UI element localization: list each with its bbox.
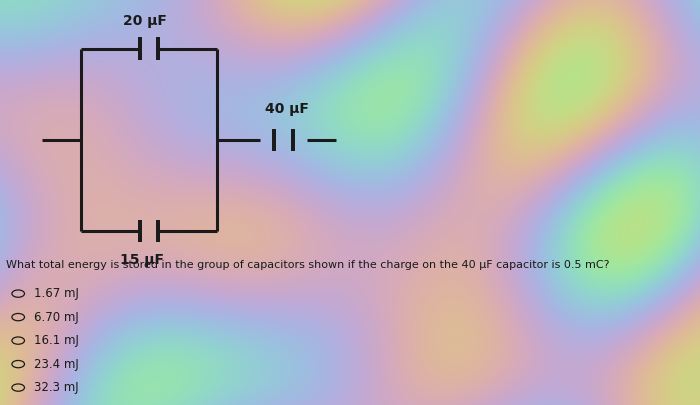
Text: What total energy is stored in the group of capacitors shown if the charge on th: What total energy is stored in the group… [6,260,609,270]
Text: 16.1 mJ: 16.1 mJ [34,334,78,347]
Text: 40 μF: 40 μF [265,102,309,116]
Text: 1.67 mJ: 1.67 mJ [34,287,78,300]
Text: 15 μF: 15 μF [120,253,164,267]
Text: 32.3 mJ: 32.3 mJ [34,381,78,394]
Text: 20 μF: 20 μF [123,14,167,28]
Text: 23.4 mJ: 23.4 mJ [34,358,78,371]
Text: 6.70 mJ: 6.70 mJ [34,311,78,324]
